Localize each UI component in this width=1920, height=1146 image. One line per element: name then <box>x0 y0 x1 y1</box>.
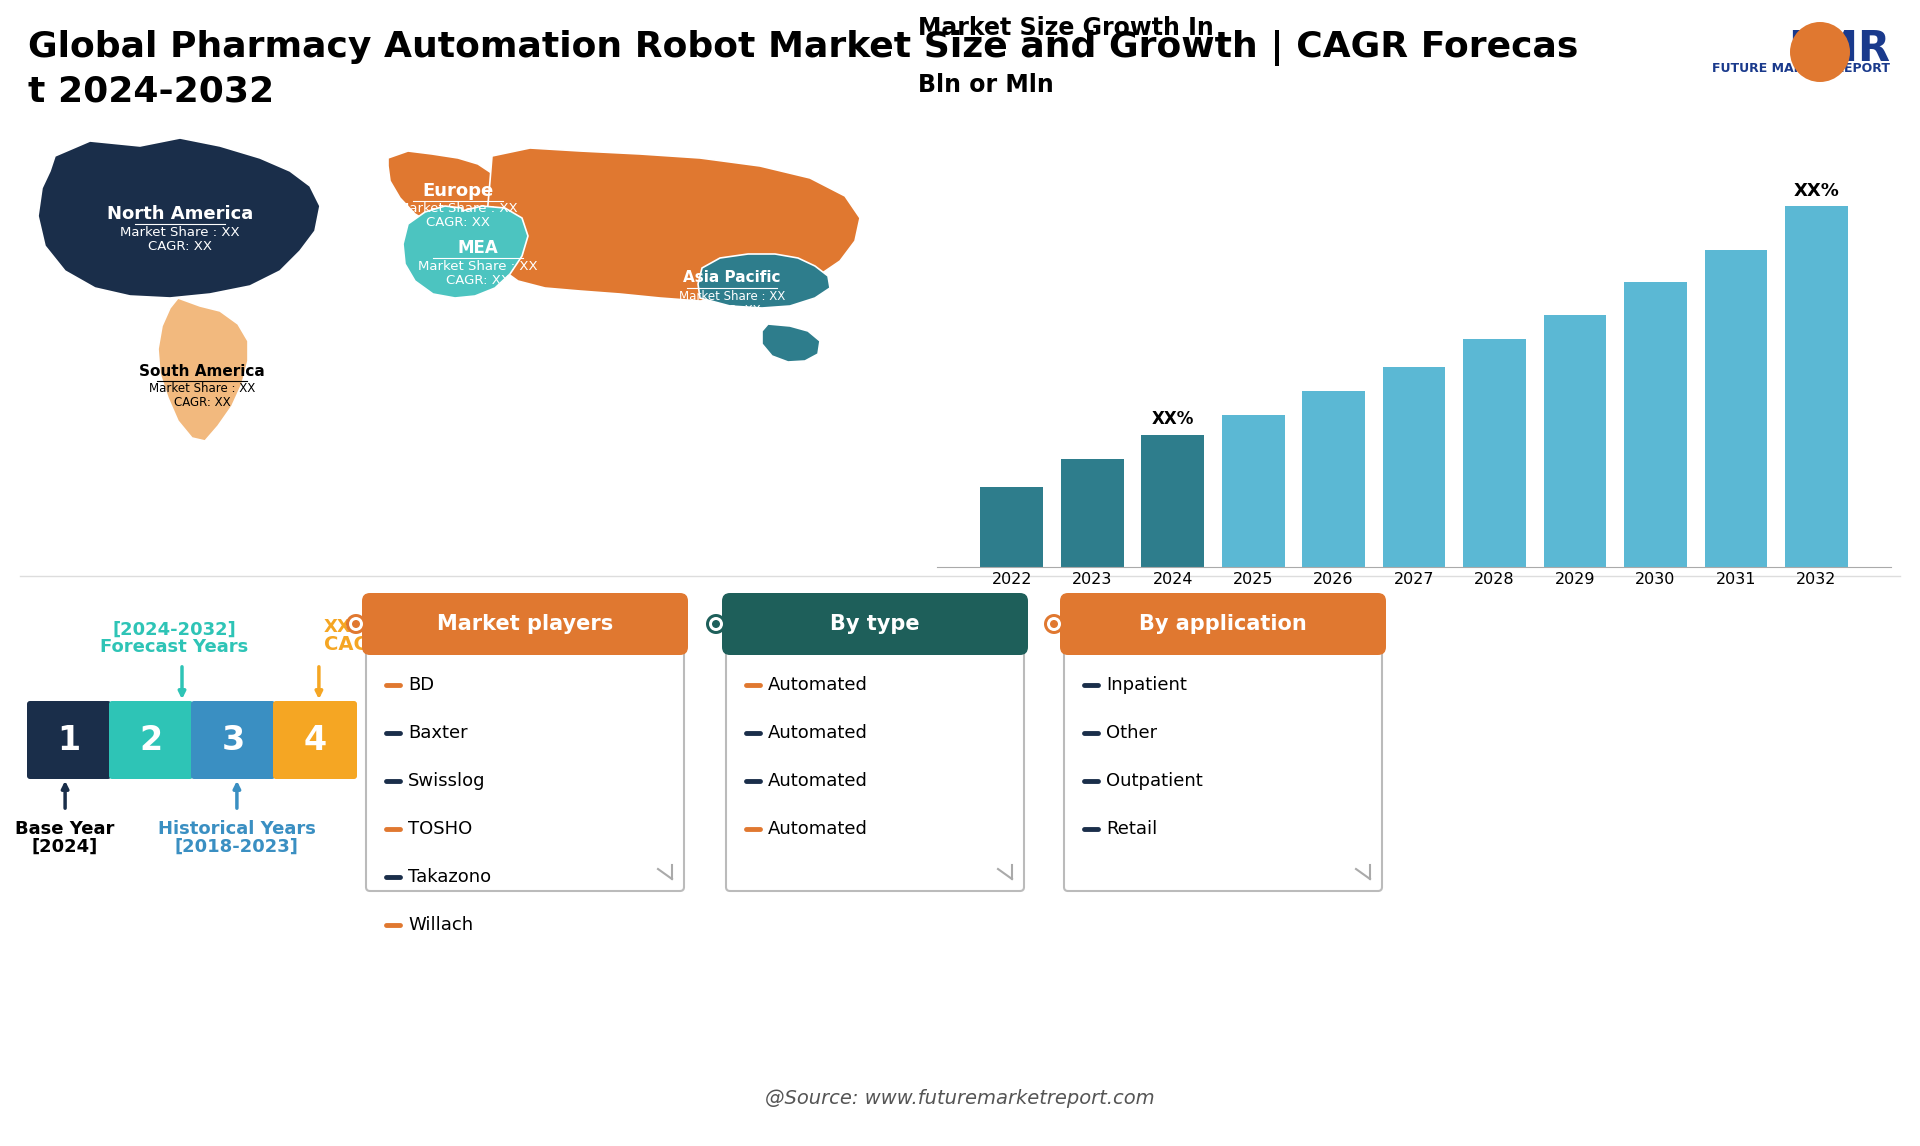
Text: By application: By application <box>1139 614 1308 634</box>
FancyBboxPatch shape <box>1064 643 1382 890</box>
Text: XX%%: XX%% <box>324 618 388 636</box>
Circle shape <box>349 617 363 631</box>
Bar <box>981 487 1043 567</box>
Bar <box>1544 314 1607 567</box>
Text: [2024]: [2024] <box>33 838 98 856</box>
Text: FMR: FMR <box>1788 28 1889 70</box>
Circle shape <box>346 614 367 634</box>
Polygon shape <box>486 148 860 301</box>
Text: t 2024-2032: t 2024-2032 <box>29 74 275 109</box>
Text: CAGR: XX: CAGR: XX <box>445 274 511 286</box>
Polygon shape <box>699 254 829 308</box>
Text: South America: South America <box>138 363 265 378</box>
Text: @Source: www.futuremarketreport.com: @Source: www.futuremarketreport.com <box>766 1089 1154 1107</box>
Text: Bln or Mln: Bln or Mln <box>918 73 1054 97</box>
Text: North America: North America <box>108 205 253 223</box>
Text: 2: 2 <box>140 723 163 756</box>
FancyBboxPatch shape <box>722 592 1027 656</box>
Text: CAGR: XX: CAGR: XX <box>173 397 230 409</box>
Text: Takazono: Takazono <box>407 868 492 886</box>
Circle shape <box>712 620 720 628</box>
Text: Market Size Growth In: Market Size Growth In <box>918 16 1213 40</box>
FancyBboxPatch shape <box>363 592 687 656</box>
Text: [2024-2032]: [2024-2032] <box>111 621 236 639</box>
Circle shape <box>351 620 361 628</box>
Text: Market Share : XX: Market Share : XX <box>150 383 255 395</box>
Text: Market players: Market players <box>438 614 612 634</box>
Text: CAGR: CAGR <box>324 635 384 654</box>
Text: Base Year: Base Year <box>15 821 115 838</box>
Text: MEA: MEA <box>457 240 499 257</box>
FancyBboxPatch shape <box>367 643 684 890</box>
Polygon shape <box>157 298 248 441</box>
Polygon shape <box>762 324 820 362</box>
Bar <box>1140 434 1204 567</box>
Bar <box>1463 338 1526 567</box>
Circle shape <box>1789 22 1851 83</box>
FancyBboxPatch shape <box>1060 592 1386 656</box>
Polygon shape <box>403 206 528 298</box>
Circle shape <box>1044 614 1064 634</box>
Bar <box>1382 367 1446 567</box>
Text: Automated: Automated <box>768 724 868 741</box>
Text: Automated: Automated <box>768 676 868 694</box>
Text: 3: 3 <box>221 723 244 756</box>
Circle shape <box>707 614 726 634</box>
Text: Outpatient: Outpatient <box>1106 772 1202 790</box>
Text: 1: 1 <box>58 723 81 756</box>
Text: Baxter: Baxter <box>407 724 468 741</box>
Text: Market Share : XX: Market Share : XX <box>121 226 240 238</box>
Circle shape <box>1046 617 1062 631</box>
Bar <box>1062 458 1123 567</box>
Text: Market Share : XX: Market Share : XX <box>680 290 785 303</box>
Text: Forecast Years: Forecast Years <box>100 638 248 656</box>
Text: CAGR: XX: CAGR: XX <box>705 304 760 316</box>
Text: 4: 4 <box>303 723 326 756</box>
Bar <box>1705 250 1766 567</box>
Text: Asia Pacific: Asia Pacific <box>684 270 781 285</box>
Circle shape <box>708 617 724 631</box>
Text: Market Share : XX: Market Share : XX <box>397 203 518 215</box>
Text: XX%: XX% <box>1152 410 1194 429</box>
Text: By type: By type <box>829 614 920 634</box>
Text: Global Pharmacy Automation Robot Market Size and Growth | CAGR Forecas: Global Pharmacy Automation Robot Market … <box>29 30 1578 66</box>
Polygon shape <box>38 138 321 298</box>
Polygon shape <box>388 151 511 236</box>
Text: XX%: XX% <box>1793 182 1839 199</box>
Text: Historical Years: Historical Years <box>157 821 315 838</box>
Text: BD: BD <box>407 676 434 694</box>
Text: CAGR: XX: CAGR: XX <box>426 217 490 229</box>
Text: TOSHO: TOSHO <box>407 821 472 838</box>
Text: Automated: Automated <box>768 821 868 838</box>
Text: Market Share : XX: Market Share : XX <box>419 259 538 273</box>
FancyBboxPatch shape <box>726 643 1023 890</box>
FancyBboxPatch shape <box>27 701 111 779</box>
Text: Swisslog: Swisslog <box>407 772 486 790</box>
Bar <box>1302 391 1365 567</box>
Text: Willach: Willach <box>407 916 472 934</box>
Text: Other: Other <box>1106 724 1158 741</box>
Text: FUTURE MARKET REPORT: FUTURE MARKET REPORT <box>1713 62 1889 74</box>
Text: Inpatient: Inpatient <box>1106 676 1187 694</box>
Text: Retail: Retail <box>1106 821 1158 838</box>
Bar <box>1221 415 1284 567</box>
Bar <box>1786 206 1847 567</box>
Text: [2018-2023]: [2018-2023] <box>175 838 300 856</box>
Circle shape <box>1050 620 1058 628</box>
FancyBboxPatch shape <box>190 701 275 779</box>
Text: Europe: Europe <box>422 182 493 201</box>
FancyBboxPatch shape <box>109 701 194 779</box>
Bar <box>1624 283 1688 567</box>
FancyBboxPatch shape <box>273 701 357 779</box>
Text: Automated: Automated <box>768 772 868 790</box>
Text: CAGR: XX: CAGR: XX <box>148 240 211 252</box>
